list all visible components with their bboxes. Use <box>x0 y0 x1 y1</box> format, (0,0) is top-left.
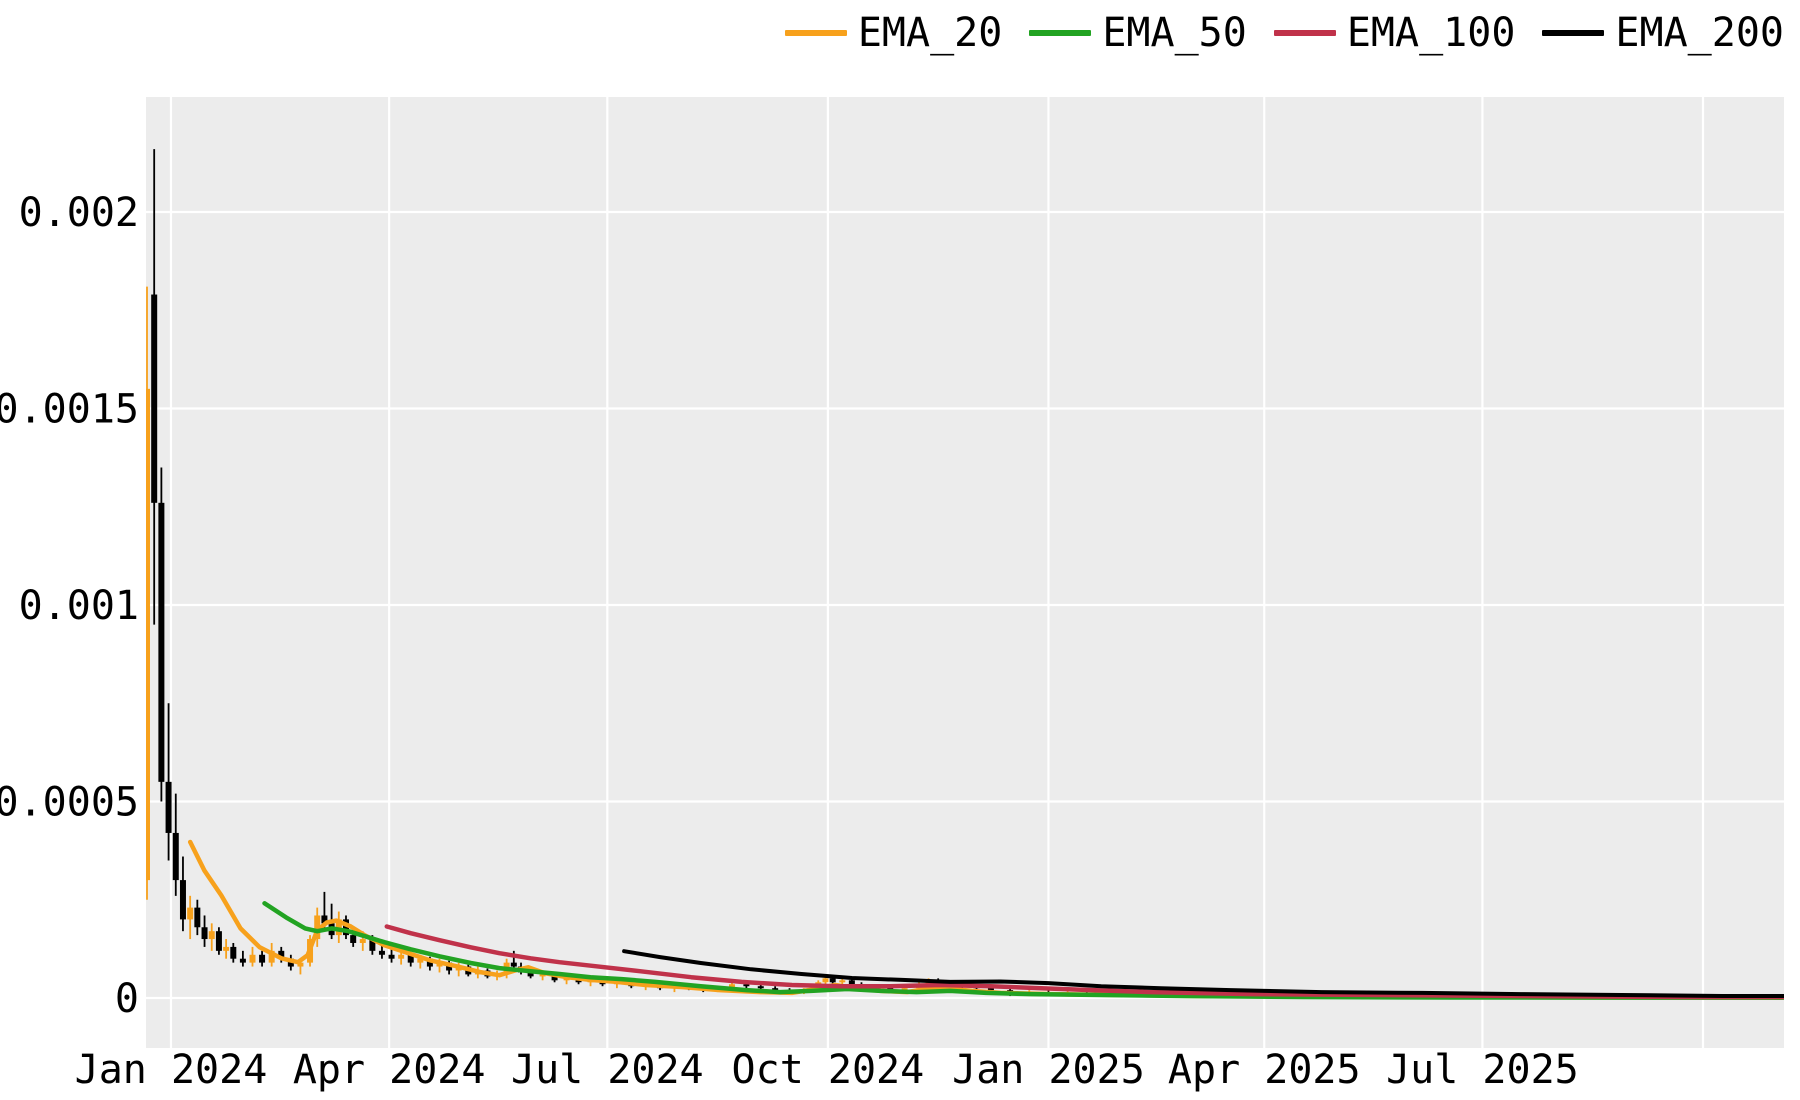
candle-body <box>417 958 424 963</box>
legend-item-ema-20: EMA_20 <box>784 10 1003 56</box>
candle-body <box>230 946 237 959</box>
candle-body <box>398 954 405 959</box>
candle-body <box>539 974 546 977</box>
candle-body <box>407 954 414 963</box>
candle-body <box>259 954 266 963</box>
candle-body <box>335 919 342 936</box>
y-tick-label: 0 <box>115 976 139 1022</box>
candle-body <box>208 931 215 940</box>
ema-50-swatch-icon <box>1029 30 1092 36</box>
candle-body <box>527 972 534 977</box>
candle-body <box>757 986 764 989</box>
candle-body <box>426 958 433 967</box>
legend-label: EMA_200 <box>1615 10 1784 56</box>
candle-body <box>179 880 186 920</box>
candle-body <box>187 907 194 920</box>
ema-100-line <box>384 924 1784 1000</box>
candle-body <box>201 927 208 940</box>
candle-body <box>848 980 855 985</box>
candle-body <box>772 988 779 991</box>
candle-body <box>510 962 517 967</box>
candle-body <box>378 950 385 955</box>
x-tick-label: Apr 2024 <box>293 1047 486 1093</box>
candle-body <box>249 954 256 963</box>
candle-body <box>342 919 349 936</box>
legend-item-ema-100: EMA_100 <box>1273 10 1516 56</box>
candle-body <box>743 984 750 987</box>
ema-50-line <box>262 901 1784 1000</box>
candle-body <box>359 939 366 943</box>
candle-body <box>728 984 735 989</box>
candle-body <box>829 978 836 983</box>
candle-body <box>223 946 230 951</box>
candle-body <box>369 939 376 951</box>
y-tick-label: 0.001 <box>19 583 139 629</box>
plot-area <box>146 97 1784 1048</box>
x-tick-label: Oct 2024 <box>732 1047 925 1093</box>
candle-body <box>194 907 201 928</box>
ema-200-line <box>622 949 1784 998</box>
chart-legend: EMA_20 EMA_50 EMA_100 EMA_200 <box>784 10 1784 56</box>
candle-body <box>172 832 179 881</box>
y-tick-label: 0.0005 <box>0 780 139 826</box>
candle-body <box>388 954 395 959</box>
candle-body <box>268 950 275 963</box>
candle-body <box>822 978 829 983</box>
candle-body <box>321 915 328 924</box>
x-tick-label: Jan 2025 <box>952 1047 1145 1093</box>
candle-body <box>158 502 165 782</box>
x-tick-label: Jan 2024 <box>75 1047 268 1093</box>
ema-100-swatch-icon <box>1273 30 1336 36</box>
ema-20-swatch-icon <box>784 30 847 36</box>
candle-body <box>551 974 558 981</box>
legend-item-ema-50: EMA_50 <box>1029 10 1247 56</box>
candle-body <box>314 915 321 940</box>
candle-body <box>297 962 304 967</box>
ema-lines <box>187 839 1784 1000</box>
y-tick-label: 0.0015 <box>0 387 139 433</box>
legend-label: EMA_20 <box>857 10 1003 56</box>
legend-label: EMA_100 <box>1346 10 1516 56</box>
candle-body <box>901 988 908 991</box>
candle-body <box>987 988 994 991</box>
candle-body <box>350 935 357 943</box>
x-tick-label: Apr 2025 <box>1168 1047 1361 1093</box>
candle-body <box>239 958 246 963</box>
candle-body <box>839 980 846 983</box>
candle-body <box>146 388 150 881</box>
x-tick-label: Jul 2024 <box>511 1047 704 1093</box>
y-tick-label: 0.002 <box>19 190 139 236</box>
candle-body <box>278 950 285 959</box>
legend-label: EMA_50 <box>1102 10 1247 56</box>
candle-body <box>165 781 172 833</box>
gridlines <box>146 97 1784 1048</box>
candle-body <box>151 294 158 503</box>
legend-item-ema-200: EMA_200 <box>1542 10 1784 56</box>
ema-200-swatch-icon <box>1542 30 1605 36</box>
x-tick-label: Jul 2025 <box>1386 1047 1579 1093</box>
candle-body <box>215 931 222 951</box>
